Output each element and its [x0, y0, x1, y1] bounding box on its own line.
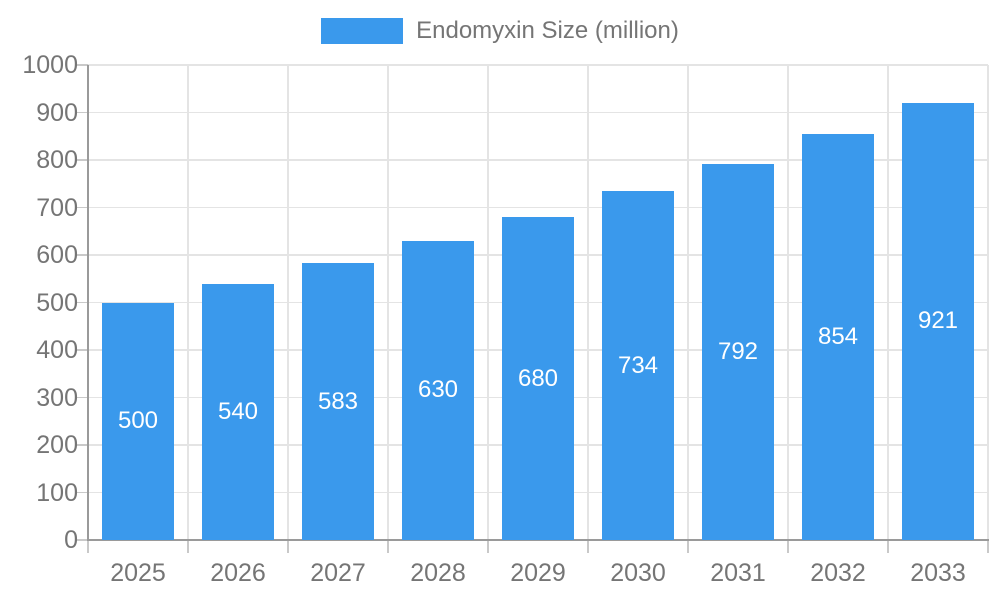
x-axis-tick	[387, 540, 389, 553]
legend-item-endomyxin[interactable]: Endomyxin Size (million)	[321, 17, 679, 45]
y-axis-tick-label: 800	[36, 146, 78, 174]
gridline-horizontal	[88, 64, 988, 66]
y-axis-tick-label: 500	[36, 288, 78, 317]
gridline-vertical	[987, 65, 989, 540]
gridline-vertical	[287, 65, 289, 540]
y-axis-tick	[77, 444, 88, 446]
legend: Endomyxin Size (million)	[0, 16, 1000, 46]
bar-value-label: 540	[217, 397, 259, 425]
y-axis-tick-label: 0	[64, 526, 78, 554]
legend-swatch-icon	[321, 18, 404, 44]
x-axis-tick-label: 2033	[910, 559, 966, 587]
y-axis-tick-label: 600	[36, 241, 78, 269]
gridline-vertical	[487, 65, 489, 540]
x-axis-tick	[287, 540, 289, 553]
x-axis-tick	[987, 540, 989, 553]
y-axis-tick-label: 700	[36, 193, 78, 222]
bar-value-label: 630	[417, 376, 459, 404]
bar-2033[interactable]: 921	[902, 102, 974, 540]
x-axis-line	[87, 539, 989, 541]
bar-value-label: 734	[617, 351, 659, 379]
bar-2030[interactable]: 734	[602, 191, 674, 540]
x-axis-tick	[487, 540, 489, 553]
x-axis-tick	[587, 540, 589, 553]
x-axis-tick-label: 2030	[610, 559, 666, 587]
gridline-horizontal	[88, 159, 988, 161]
bar-value-label: 792	[717, 337, 759, 365]
bar-value-label: 500	[117, 407, 159, 435]
y-axis-tick	[77, 349, 88, 351]
bar-2028[interactable]: 630	[402, 240, 474, 540]
y-axis-tick	[77, 111, 88, 114]
y-axis-tick	[77, 539, 88, 541]
x-axis-tick	[887, 540, 889, 553]
x-axis-tick	[687, 540, 689, 553]
bar-2029[interactable]: 680	[502, 217, 574, 540]
y-axis-tick-label: 200	[36, 431, 78, 459]
y-axis-tick	[77, 206, 88, 209]
y-axis-tick	[77, 64, 88, 66]
x-axis-tick-label: 2028	[410, 559, 466, 587]
y-axis-tick	[77, 301, 88, 304]
x-axis-tick-label: 2029	[510, 559, 566, 587]
gridline-horizontal	[88, 206, 988, 209]
y-axis-tick	[77, 396, 88, 399]
y-axis-tick-label: 100	[36, 478, 78, 507]
gridline-vertical	[687, 65, 689, 540]
bar-2025[interactable]: 500	[102, 302, 174, 540]
bar-value-label: 583	[317, 387, 359, 415]
gridline-horizontal	[88, 111, 988, 114]
x-axis-tick	[787, 540, 789, 553]
y-axis-tick	[77, 254, 88, 256]
x-axis-tick-label: 2025	[110, 559, 166, 587]
y-axis-tick-label: 300	[36, 383, 78, 412]
x-axis-tick	[187, 540, 189, 553]
bar-2027[interactable]: 583	[302, 263, 374, 540]
x-axis-tick-label: 2027	[310, 559, 366, 587]
gridline-vertical	[787, 65, 789, 540]
x-axis-tick-label: 2032	[810, 559, 866, 587]
x-axis-tick	[87, 540, 89, 553]
y-axis-tick	[77, 491, 88, 494]
y-axis-tick-label: 400	[36, 336, 78, 364]
bar-value-label: 854	[817, 323, 859, 351]
bar-2031[interactable]: 792	[702, 163, 774, 540]
y-axis-line	[87, 65, 89, 541]
gridline-vertical	[887, 65, 889, 540]
gridline-vertical	[387, 65, 389, 540]
gridline-vertical	[187, 65, 189, 540]
x-axis-tick-label: 2031	[710, 559, 766, 587]
y-axis-tick-label: 900	[36, 98, 78, 127]
y-axis-tick-label: 1000	[22, 51, 78, 79]
gridline-vertical	[587, 65, 589, 540]
bar-value-label: 921	[917, 307, 959, 335]
bar-2032[interactable]: 854	[802, 134, 874, 540]
legend-label: Endomyxin Size (million)	[416, 17, 679, 44]
bar-2026[interactable]: 540	[202, 283, 274, 540]
bar-value-label: 680	[517, 364, 559, 392]
x-axis-tick-label: 2026	[210, 559, 266, 587]
y-axis-tick	[77, 159, 88, 161]
